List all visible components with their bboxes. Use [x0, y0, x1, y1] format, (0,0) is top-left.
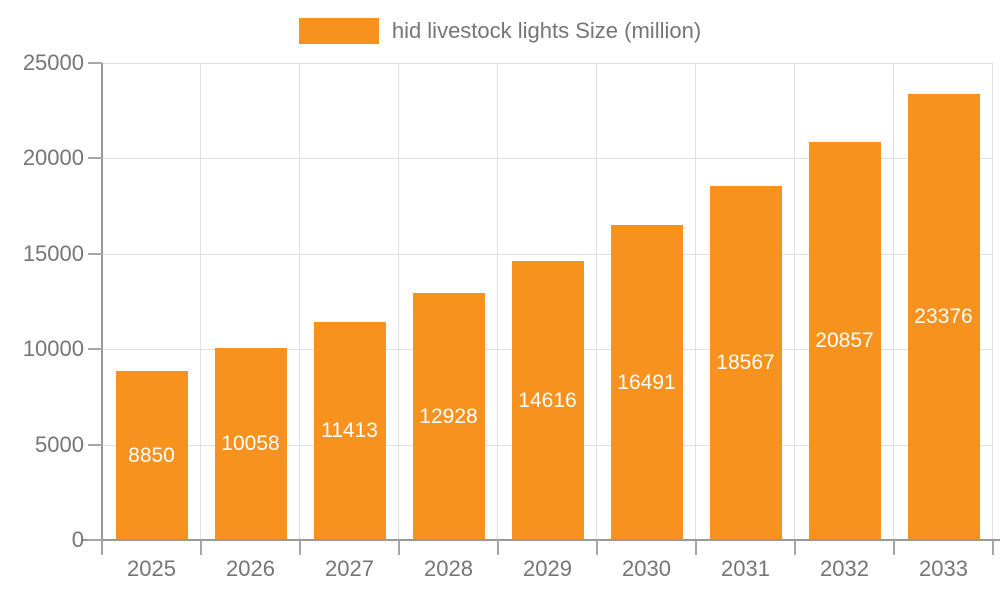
gridline-vertical	[200, 63, 201, 540]
bar[interactable]: 11413	[313, 322, 386, 540]
y-axis-tick	[88, 157, 102, 160]
bar-value-label: 16491	[617, 370, 676, 394]
x-axis-tick-label: 2026	[226, 556, 275, 581]
x-axis-tick	[893, 540, 895, 555]
y-axis-line	[101, 63, 103, 540]
bar-value-label: 23376	[914, 305, 973, 328]
bar[interactable]: 10058	[214, 348, 287, 540]
y-axis-tick-label: 15000	[22, 240, 84, 266]
x-axis-tick	[200, 540, 202, 555]
y-axis-tick-label: 5000	[35, 431, 84, 457]
bar[interactable]: 12928	[412, 293, 485, 540]
x-axis-tick-label: 2032	[820, 556, 869, 581]
y-axis-tick	[88, 252, 102, 255]
y-axis-tick-label: 0	[71, 527, 84, 552]
y-axis-tick	[88, 443, 102, 446]
x-axis-tick	[398, 540, 400, 555]
gridline-vertical	[497, 63, 498, 540]
gridline-vertical	[398, 63, 399, 540]
x-axis-tick-label: 2031	[721, 556, 770, 581]
bar-value-label: 18567	[716, 350, 775, 374]
bar[interactable]: 14616	[511, 261, 584, 540]
y-axis-tick-label: 10000	[22, 336, 84, 362]
y-axis-tick-label: 20000	[22, 145, 84, 171]
x-axis-tick	[794, 540, 796, 555]
bar-value-label: 12928	[419, 404, 478, 428]
x-axis-tick-label: 2028	[424, 556, 473, 581]
x-axis-tick	[992, 540, 994, 555]
x-axis-line	[82, 539, 1000, 541]
bar[interactable]: 8850	[115, 371, 188, 540]
bar-value-label: 8850	[128, 443, 175, 467]
gridline-horizontal	[102, 63, 993, 64]
x-axis-tick	[596, 540, 598, 555]
y-axis-tick	[88, 348, 102, 351]
x-axis-tick-label: 2029	[523, 556, 572, 581]
bar-value-label: 20857	[815, 329, 874, 353]
bar[interactable]: 20857	[808, 142, 881, 540]
gridline-vertical	[893, 63, 894, 540]
bar-value-label: 11413	[321, 419, 378, 443]
bar-value-label: 14616	[518, 388, 577, 412]
legend[interactable]: hid livestock lights Size (million)	[0, 16, 1000, 46]
gridline-vertical	[992, 63, 993, 540]
bar[interactable]: 18567	[709, 185, 782, 540]
gridline-vertical	[695, 63, 696, 540]
gridline-vertical	[299, 63, 300, 540]
x-axis-tick-label: 2030	[622, 556, 671, 581]
x-axis-tick	[695, 540, 697, 555]
x-axis-tick-label: 2033	[919, 556, 968, 581]
x-axis-tick	[497, 540, 499, 555]
y-axis-tick	[88, 539, 102, 541]
x-axis-tick	[101, 540, 103, 555]
gridline-vertical	[596, 63, 597, 540]
y-axis-tick-label: 25000	[22, 50, 84, 75]
legend-label: hid livestock lights Size (million)	[391, 18, 702, 43]
x-axis-tick-label: 2025	[127, 556, 176, 581]
bar[interactable]: 23376	[907, 94, 980, 540]
plot-area: 8850 10058 11413 12928 14616 16491 18567 20857 2…	[102, 63, 993, 540]
legend-swatch-icon	[298, 18, 379, 44]
x-axis-tick	[299, 540, 301, 555]
bar-value-label: 10058	[221, 432, 280, 456]
gridline-horizontal	[102, 253, 993, 255]
gridline-vertical	[794, 63, 795, 540]
x-axis-tick-label: 2027	[325, 556, 374, 581]
bar[interactable]: 16491	[610, 225, 683, 540]
y-axis-tick	[88, 62, 102, 64]
gridline-horizontal	[102, 158, 993, 160]
